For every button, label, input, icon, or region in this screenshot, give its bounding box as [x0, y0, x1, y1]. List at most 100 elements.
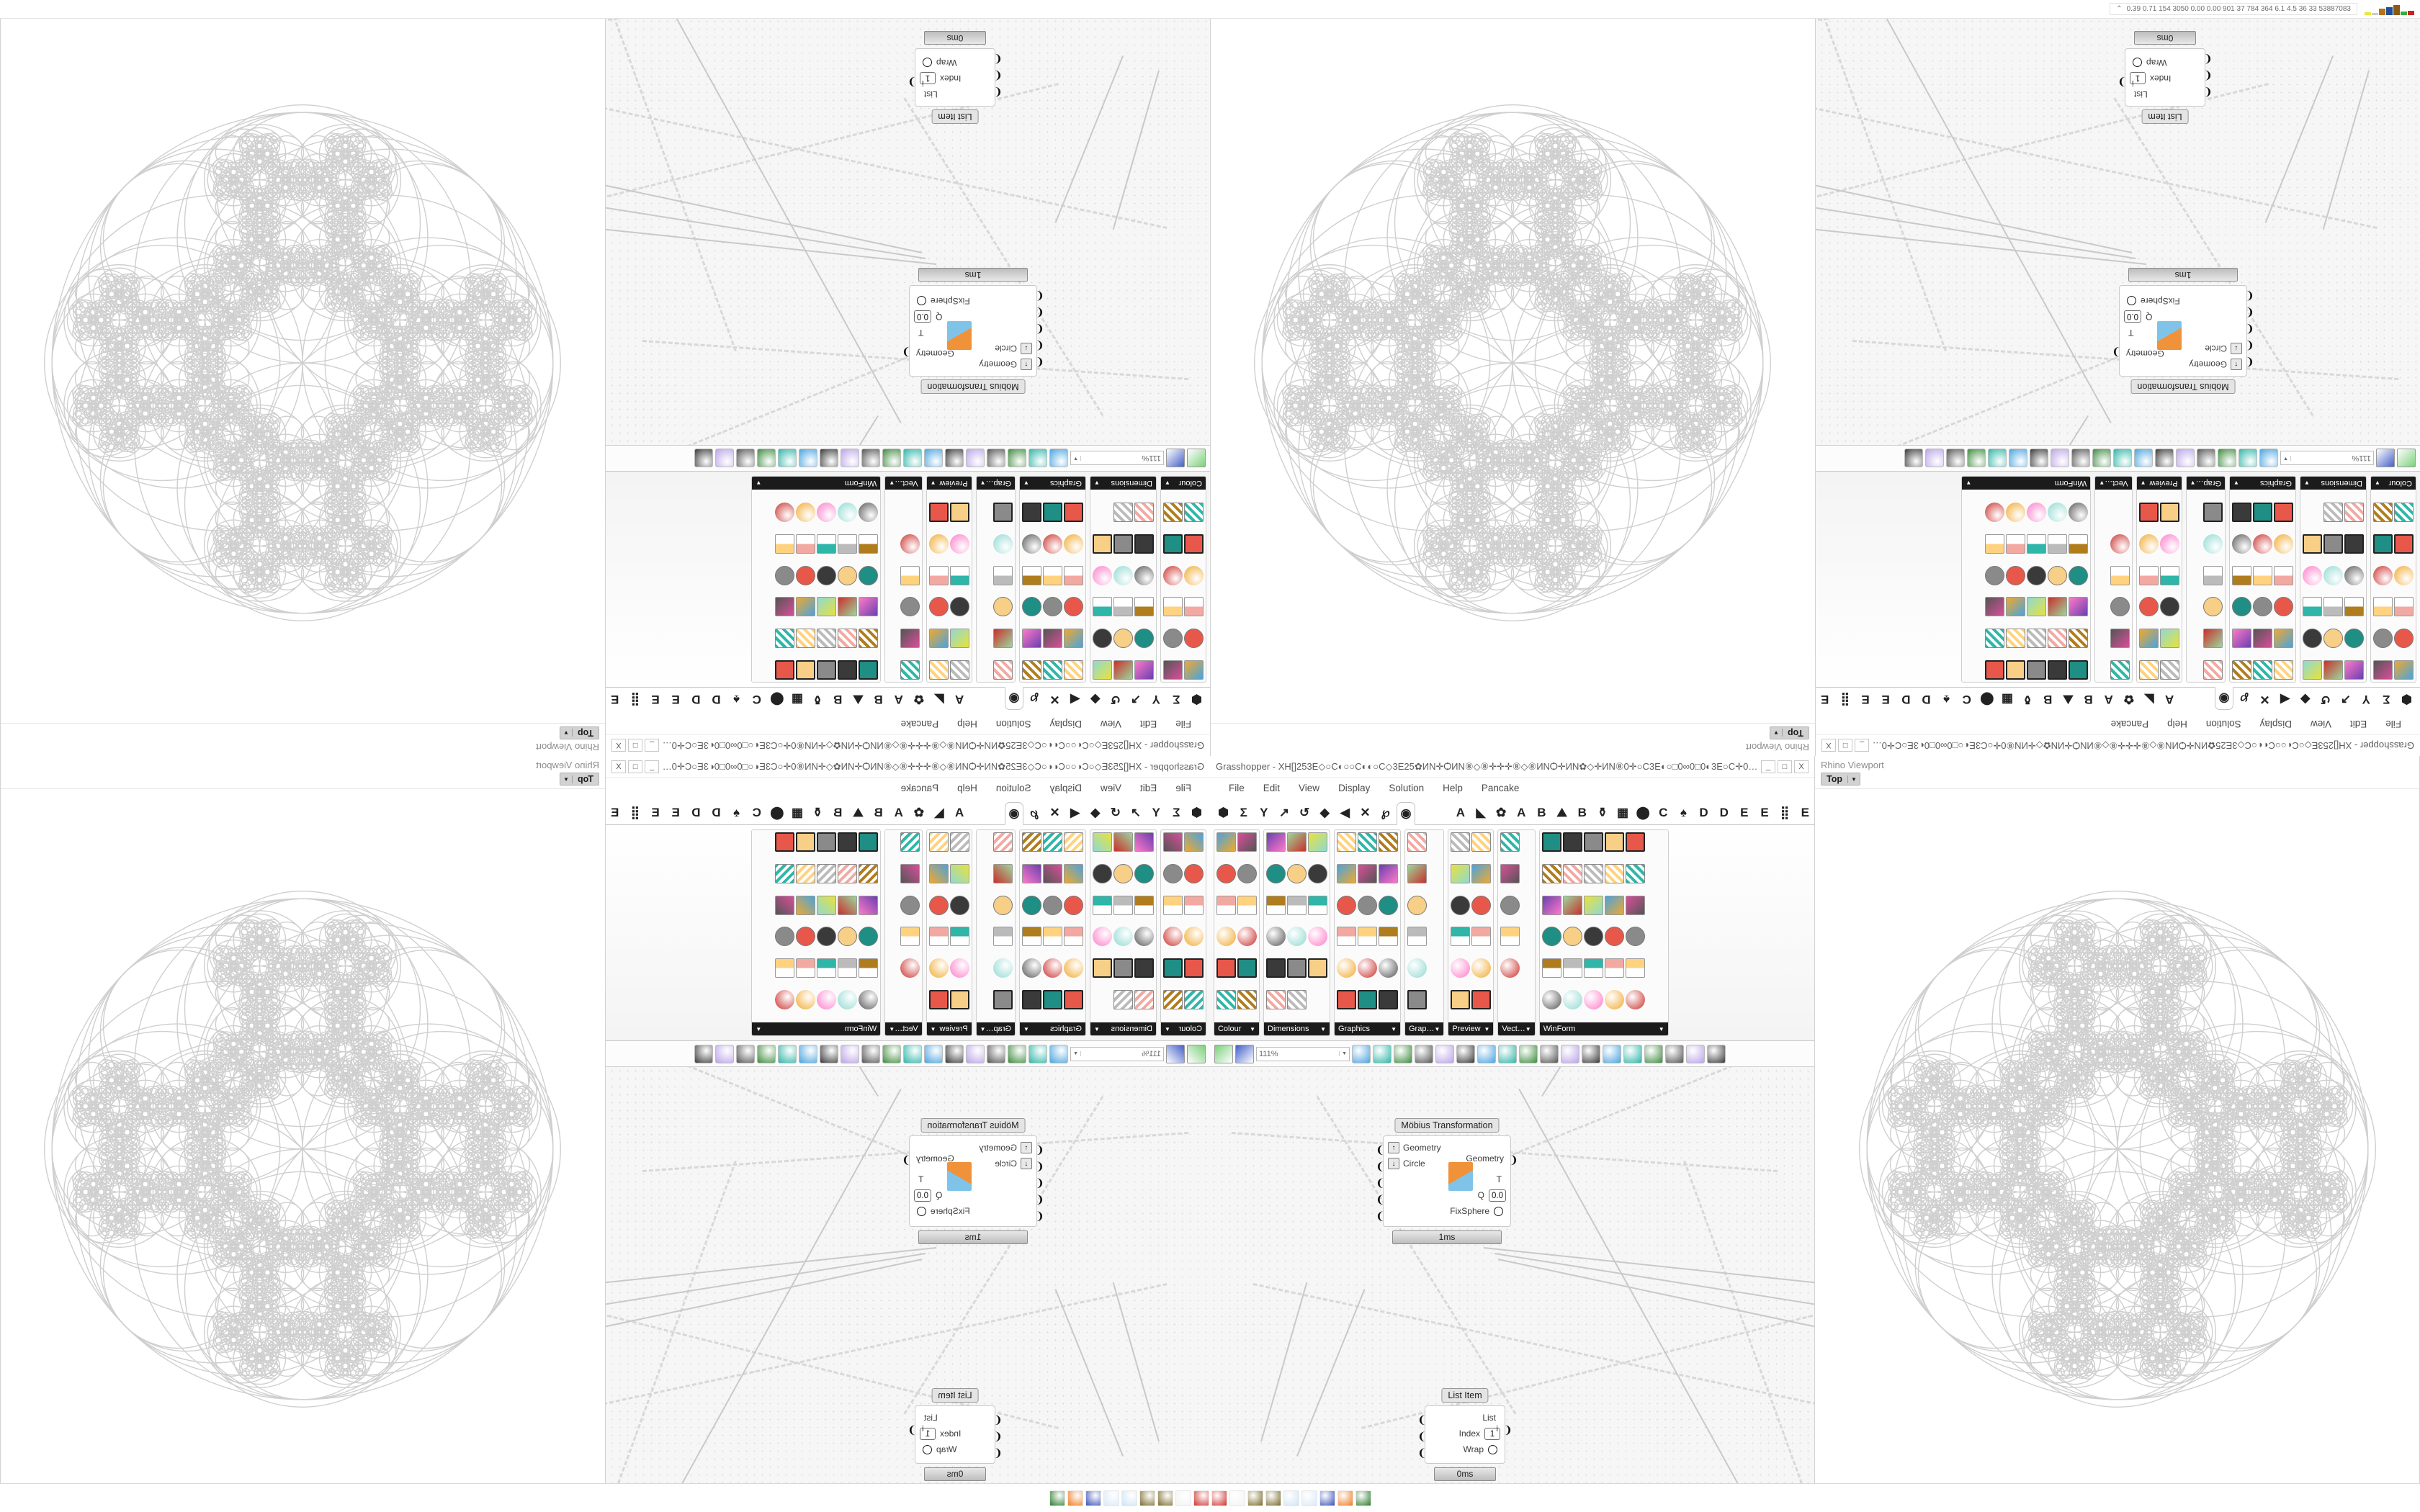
ribbon-item[interactable] [993, 863, 1013, 883]
ribbon-tab-right-13[interactable]: D [691, 806, 701, 819]
ribbon-item[interactable] [1541, 990, 1561, 1010]
component-mobius-1[interactable]: Möbius Transformation ↑ Geometry ❨ ↓ Circle ❨ T… [2112, 268, 2254, 394]
ribbon-item[interactable] [1064, 832, 1083, 852]
ribbon-item[interactable] [796, 660, 816, 680]
ribbon-group-graphics[interactable]: Graphics ▼ [1019, 476, 1086, 683]
input-pin[interactable]: ❨ [1035, 306, 1044, 318]
ribbon-tab-right-7[interactable]: ⚱ [812, 693, 823, 706]
ribbon-tab-left-0[interactable]: ⬢ [1191, 693, 1202, 706]
ribbon-group-caption[interactable]: Dimensions ▼ [2300, 477, 2366, 490]
ribbon-tab-right-4[interactable]: B [874, 806, 883, 819]
ribbon-item[interactable] [1163, 958, 1183, 978]
ribbon-tab-left-5[interactable]: ◆ [1319, 806, 1330, 819]
ribbon-item[interactable] [993, 958, 1013, 978]
ribbon-group-caption[interactable]: WinForm ▼ [752, 1022, 881, 1035]
ribbon-item[interactable] [775, 565, 795, 585]
ribbon-item[interactable] [928, 990, 949, 1010]
cluster-icon[interactable] [966, 1044, 985, 1063]
ribbon-tab-right-0[interactable]: A [954, 806, 964, 819]
ribbon-item[interactable] [2048, 502, 2068, 522]
ribbon-item[interactable] [2394, 534, 2414, 554]
ribbon-group-caption[interactable]: Dimensions ▼ [1090, 477, 1156, 490]
ribbon-tab-right-12[interactable]: D [712, 806, 721, 819]
ribbon-item[interactable] [993, 832, 1013, 852]
menu-item-file[interactable]: File [2385, 719, 2401, 730]
ribbon-tab-left-5[interactable]: ◆ [2300, 693, 2311, 706]
input-pin[interactable]: ❨ [2203, 86, 2213, 98]
ribbon-item[interactable] [1184, 927, 1204, 947]
ribbon-item[interactable] [1163, 895, 1183, 915]
definition-canvas[interactable]: Möbius Transformation ↑ Geometry ❨ ↓ Circle ❨ T… [606, 9, 1210, 445]
chevron-down-icon[interactable]: ▼ [1966, 480, 1972, 487]
ribbon-group-cells[interactable] [2137, 490, 2182, 682]
param-row[interactable]: Q 0.0 [910, 1187, 1036, 1203]
ribbon-item[interactable] [1541, 863, 1561, 883]
ribbon-item[interactable] [2159, 534, 2179, 554]
ribbon-tab-right-11[interactable]: ♠ [733, 806, 740, 819]
ribbon-item[interactable] [775, 990, 795, 1010]
profiler-icon[interactable] [987, 449, 1005, 468]
ribbon-item[interactable] [2159, 502, 2179, 522]
ribbon-tab-right-8[interactable]: ▦ [1616, 806, 1629, 819]
chevron-down-icon[interactable]: ▼ [2233, 480, 2239, 487]
ribbon-item[interactable] [1379, 832, 1398, 852]
ribbon-item[interactable] [2373, 597, 2393, 617]
ribbon-item[interactable] [2394, 565, 2414, 585]
ribbon-tab-left-2[interactable]: Υ [1260, 806, 1268, 819]
zoom-extents-icon[interactable] [2259, 449, 2278, 468]
ribbon-tab-right-15[interactable]: E [651, 806, 660, 819]
flatten-graft-icon[interactable]: ↑ [1388, 1142, 1399, 1153]
ribbon-item[interactable] [1093, 832, 1112, 852]
taskbar-group-mirror[interactable] [1049, 1490, 1209, 1506]
zoom-extents-icon[interactable] [1049, 449, 1068, 468]
close-button[interactable]: X [611, 760, 626, 773]
ribbon-item[interactable] [1022, 990, 1041, 1010]
ribbon-item[interactable] [1287, 927, 1307, 947]
ribbon-item[interactable] [1022, 863, 1041, 883]
ribbon-item[interactable] [928, 534, 949, 554]
component-body[interactable]: ↑ Geometry ❨ ↓ Circle ❨ T ❨ Q 0.0 ❨ FixSphere ❨ Geome… [902, 1135, 1044, 1227]
ribbon-tab-left-3[interactable]: ↗ [1278, 806, 1290, 819]
ribbon-item[interactable] [1541, 832, 1561, 852]
ribbon-item[interactable] [1184, 958, 1204, 978]
component-mobius-1[interactable]: Möbius Transformation ↑ Geometry ❨ ↓ Circle ❨ T… [902, 268, 1044, 394]
flatten-graft-icon[interactable]: ↑ [2231, 359, 2242, 370]
ribbon-item[interactable] [949, 502, 969, 522]
input-pin[interactable]: ❨ [2245, 289, 2254, 302]
ribbon-tab-right-6[interactable]: B [833, 806, 843, 819]
ribbon-item[interactable] [1471, 927, 1492, 947]
render-flame-icon[interactable] [1394, 1044, 1412, 1063]
ribbon-item[interactable] [1064, 660, 1083, 680]
render-flame-icon[interactable] [2218, 449, 2236, 468]
menu-item-pancake[interactable]: Pancake [900, 782, 939, 793]
document-icon[interactable] [1477, 1044, 1496, 1063]
ribbon-item[interactable] [1237, 863, 1257, 883]
ribbon-item[interactable] [859, 565, 879, 585]
ribbon-item[interactable] [1134, 863, 1154, 883]
ribbon-group-preview[interactable]: Preview ▼ [926, 476, 972, 683]
zoom-level-select[interactable]: 111% ▼ [1070, 451, 1164, 466]
ribbon-tab-left-6[interactable]: ◀ [2280, 693, 2290, 706]
ribbon-item[interactable] [2303, 597, 2322, 617]
menu-item-view[interactable]: View [1299, 782, 1320, 793]
ribbon-group-caption[interactable]: Grap… ▼ [2186, 477, 2225, 490]
chevron-down-icon[interactable]: ▼ [1434, 1025, 1440, 1032]
ribbon-tab-right-0[interactable]: A [1456, 806, 1466, 819]
ribbon-item[interactable] [775, 958, 795, 978]
shade-wire-icon[interactable] [2009, 449, 2027, 468]
ribbon-item[interactable] [1985, 597, 2005, 617]
ribbon-item[interactable] [1407, 927, 1427, 947]
shade-red-icon[interactable] [778, 449, 797, 468]
ribbon-item[interactable] [859, 927, 879, 947]
ribbon-item[interactable] [1022, 895, 1041, 915]
input-pin[interactable]: ❨ [1035, 356, 1044, 368]
close-button[interactable]: X [1794, 760, 1809, 773]
ribbon-tab-right-16[interactable]: ⣿ [1840, 693, 1850, 706]
ribbon-item[interactable] [1287, 832, 1307, 852]
ribbon-tab-right-4[interactable]: B [1537, 806, 1546, 819]
chevron-down-icon[interactable]: ▼ [1094, 1025, 1100, 1032]
param-row[interactable]: Index 1 [915, 71, 995, 86]
ribbon-item[interactable] [900, 832, 920, 852]
ribbon-item[interactable] [2232, 597, 2251, 617]
ribbon-item[interactable] [1043, 660, 1062, 680]
